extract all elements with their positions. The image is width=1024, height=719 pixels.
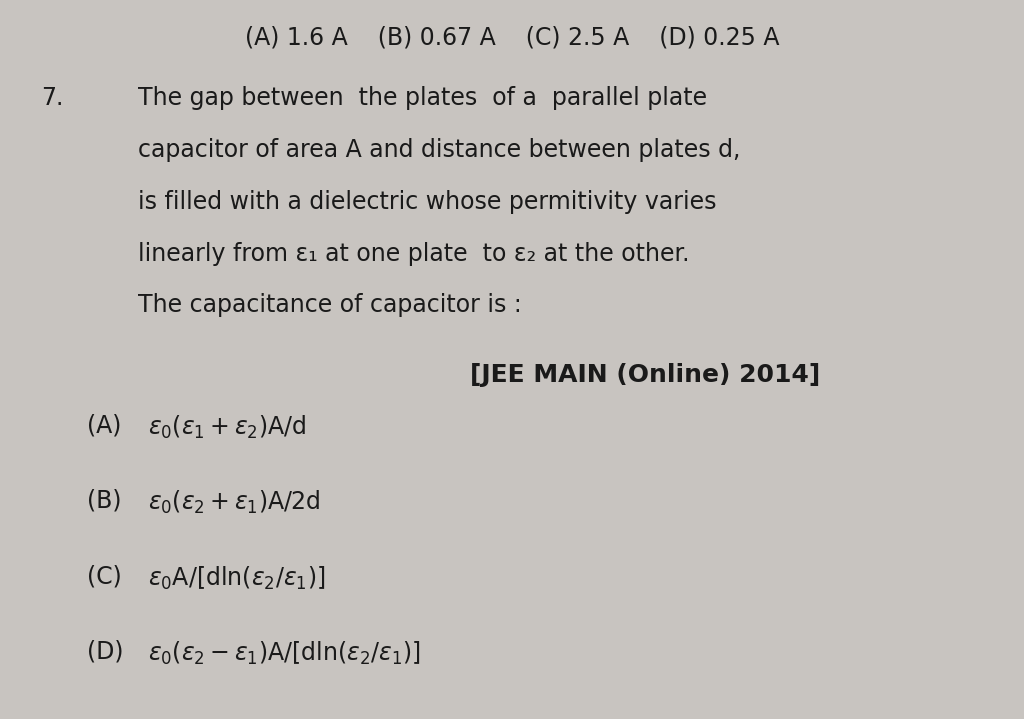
Text: $\varepsilon_0(\varepsilon_1+\varepsilon_2)\mathrm{A}/\mathrm{d}$: $\varepsilon_0(\varepsilon_1+\varepsilon… xyxy=(148,413,307,441)
Text: $\varepsilon_0\mathrm{A}/\left[\mathrm{d}\ln(\varepsilon_2/\varepsilon_1)\right]: $\varepsilon_0\mathrm{A}/\left[\mathrm{d… xyxy=(148,564,326,592)
Text: (D): (D) xyxy=(87,640,124,664)
Text: $\varepsilon_0(\varepsilon_2-\varepsilon_1)\mathrm{A}/\left[\mathrm{d}\ln(\varep: $\varepsilon_0(\varepsilon_2-\varepsilon… xyxy=(148,640,421,667)
Text: (B): (B) xyxy=(87,489,122,513)
Text: capacitor of area A and distance between plates d,: capacitor of area A and distance between… xyxy=(138,138,740,162)
Text: The capacitance of capacitor is :: The capacitance of capacitor is : xyxy=(138,293,522,317)
Text: is filled with a dielectric whose permitivity varies: is filled with a dielectric whose permit… xyxy=(138,190,717,214)
Text: $\varepsilon_0(\varepsilon_2+\varepsilon_1)\mathrm{A}/2\mathrm{d}$: $\varepsilon_0(\varepsilon_2+\varepsilon… xyxy=(148,489,321,516)
Text: 7.: 7. xyxy=(41,86,63,110)
Text: (A) 1.6 A    (B) 0.67 A    (C) 2.5 A    (D) 0.25 A: (A) 1.6 A (B) 0.67 A (C) 2.5 A (D) 0.25 … xyxy=(245,25,779,49)
Text: linearly from ε₁ at one plate  to ε₂ at the other.: linearly from ε₁ at one plate to ε₂ at t… xyxy=(138,242,690,265)
Text: The gap between  the plates  of a  parallel plate: The gap between the plates of a parallel… xyxy=(138,86,708,110)
Text: (A): (A) xyxy=(87,413,122,437)
Text: (C): (C) xyxy=(87,564,122,588)
Text: [JEE MAIN (Online) 2014]: [JEE MAIN (Online) 2014] xyxy=(470,363,820,387)
